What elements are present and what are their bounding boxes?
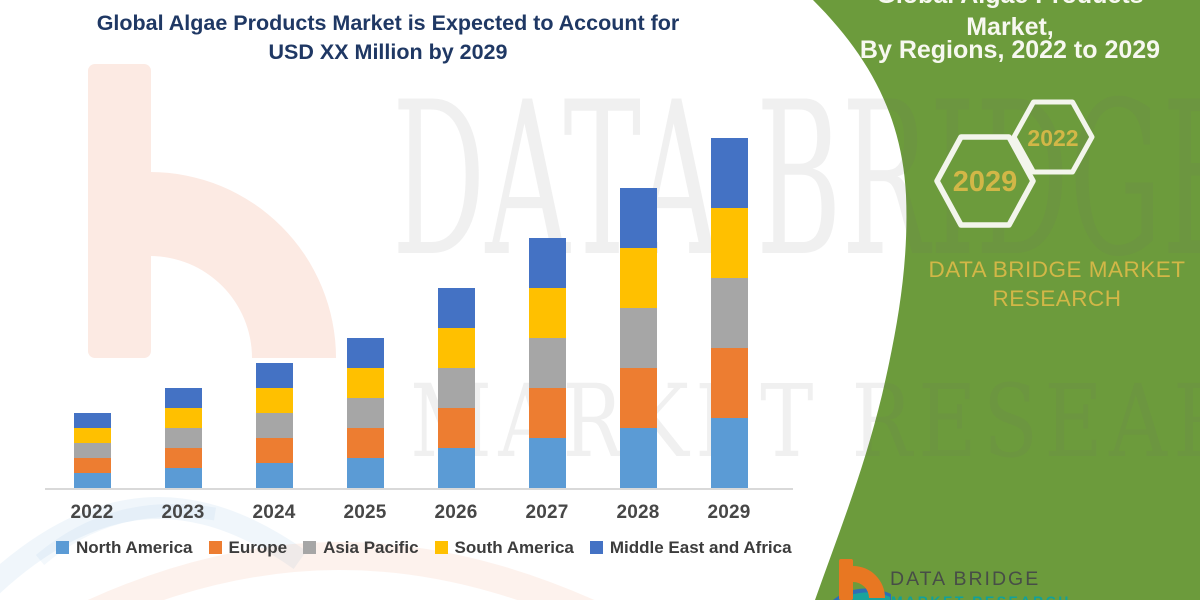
segment-north-america-2026	[437, 448, 475, 488]
segment-south-america-2023	[164, 408, 202, 428]
bar-2022	[73, 413, 111, 488]
segment-north-america-2029	[710, 418, 748, 488]
x-axis-label-2027: 2027	[525, 502, 569, 523]
year-hexagons	[934, 99, 1095, 228]
segment-north-america-2024	[255, 463, 293, 488]
legend-item-north-america: North America	[56, 538, 193, 558]
legend-item-middle-east-and-africa: Middle East and Africa	[589, 538, 792, 558]
segment-middle-east-and-africa-2022	[73, 413, 111, 428]
segment-south-america-2026	[437, 328, 475, 368]
chart-title: Global Algae Products Market is Expected…	[88, 9, 688, 67]
segment-north-america-2025	[346, 458, 384, 488]
segment-south-america-2029	[710, 208, 748, 278]
bar-2028	[619, 188, 657, 488]
bar-2027	[528, 238, 566, 488]
legend-swatch-middle-east-and-africa	[589, 541, 603, 554]
bar-2024	[255, 363, 293, 488]
segment-asia-pacific-2028	[619, 308, 657, 368]
segment-middle-east-and-africa-2023	[164, 388, 202, 408]
bar-2025	[346, 338, 384, 488]
panel-brand-line2: RESEARCH	[992, 286, 1122, 311]
legend-label-middle-east-and-africa: Middle East and Africa	[609, 538, 792, 557]
segment-south-america-2024	[255, 388, 293, 413]
panel-brand-text: DATA BRIDGE MARKET RESEARCH	[927, 255, 1187, 313]
x-axis-label-2029: 2029	[707, 502, 751, 523]
footer-brand-subtext-clipped: MARKET RESEARCH	[891, 593, 1071, 600]
panel-heading: By Regions, 2022 to 2029	[859, 36, 1161, 64]
segment-asia-pacific-2029	[710, 278, 748, 348]
x-axis-label-2026: 2026	[434, 502, 478, 523]
legend-label-north-america: North America	[76, 538, 193, 557]
x-axis-line	[45, 488, 793, 490]
footer-brand-text: DATA BRIDGE	[890, 568, 1041, 590]
watermark-text-line1: DATA BRIDGE	[392, 56, 1200, 303]
segment-asia-pacific-2024	[255, 413, 293, 438]
chart-title-line1: Global Algae Products Market is Expected…	[96, 11, 680, 35]
segment-north-america-2022	[73, 473, 111, 488]
segment-europe-2024	[255, 438, 293, 463]
x-axis-label-2025: 2025	[343, 502, 387, 523]
legend-swatch-asia-pacific	[303, 541, 317, 554]
x-axis-label-2022: 2022	[70, 502, 114, 523]
segment-asia-pacific-2027	[528, 338, 566, 388]
segment-europe-2022	[73, 458, 111, 473]
segment-europe-2028	[619, 368, 657, 428]
segment-south-america-2022	[73, 428, 111, 443]
hexagon-2022-label: 2022	[1027, 125, 1079, 151]
hexagon-2029-label: 2029	[952, 166, 1018, 198]
chart-legend: North America Europe Asia Pacific South Ame…	[56, 538, 792, 558]
pink-b-logo-watermark	[88, 64, 336, 358]
segment-middle-east-and-africa-2024	[255, 363, 293, 388]
segment-north-america-2023	[164, 468, 202, 488]
hexagon-2022	[1011, 99, 1095, 175]
segment-north-america-2028	[619, 428, 657, 488]
segment-north-america-2027	[528, 438, 566, 488]
segment-south-america-2028	[619, 248, 657, 308]
segment-middle-east-and-africa-2029	[710, 138, 748, 208]
segment-europe-2027	[528, 388, 566, 438]
legend-item-europe: Europe	[208, 538, 288, 558]
segment-asia-pacific-2022	[73, 443, 111, 458]
bar-2029	[710, 138, 748, 488]
segment-middle-east-and-africa-2025	[346, 338, 384, 368]
legend-label-asia-pacific: Asia Pacific	[323, 538, 419, 557]
legend-swatch-south-america	[434, 541, 448, 554]
panel-brand-line1: DATA BRIDGE MARKET	[928, 257, 1186, 282]
legend-item-asia-pacific: Asia Pacific	[303, 538, 419, 558]
bar-2023	[164, 388, 202, 488]
legend-label-europe: Europe	[228, 538, 288, 557]
hexagon-2029	[934, 134, 1036, 228]
footer-data-bridge-logo	[833, 559, 891, 600]
segment-south-america-2025	[346, 368, 384, 398]
bar-2026	[437, 288, 475, 488]
segment-middle-east-and-africa-2026	[437, 288, 475, 328]
x-axis-label-2024: 2024	[252, 502, 296, 523]
segment-asia-pacific-2023	[164, 428, 202, 448]
legend-swatch-europe	[208, 541, 222, 554]
chart-title-line2: USD XX Million by 2029	[268, 40, 508, 64]
segment-south-america-2027	[528, 288, 566, 338]
segment-europe-2026	[437, 408, 475, 448]
logo-orange-b	[839, 559, 885, 600]
segment-asia-pacific-2026	[437, 368, 475, 408]
segment-europe-2029	[710, 348, 748, 418]
x-axis-label-2028: 2028	[616, 502, 660, 523]
x-axis-label-2023: 2023	[161, 502, 205, 523]
legend-item-south-america: South America	[434, 538, 574, 558]
segment-europe-2023	[164, 448, 202, 468]
segment-europe-2025	[346, 428, 384, 458]
segment-asia-pacific-2025	[346, 398, 384, 428]
legend-swatch-north-america	[56, 541, 69, 554]
panel-heading-line1-clipped: Global Algae Products Market,	[876, 0, 1143, 41]
segment-middle-east-and-africa-2027	[528, 238, 566, 288]
segment-middle-east-and-africa-2028	[619, 188, 657, 248]
legend-label-south-america: South America	[454, 538, 574, 557]
